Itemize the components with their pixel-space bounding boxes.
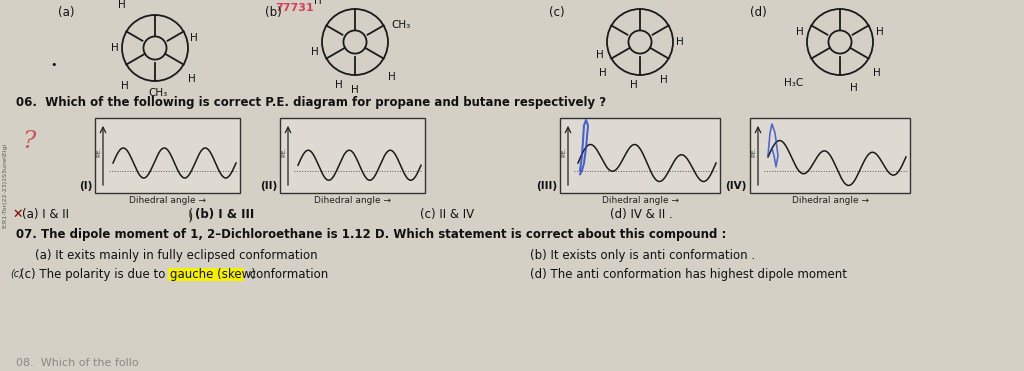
Text: ): )	[188, 209, 194, 223]
Text: (c): (c)	[10, 269, 23, 279]
Text: CH₃: CH₃	[391, 20, 411, 30]
Text: (c) The polarity is due to: (c) The polarity is due to	[20, 268, 169, 281]
Text: Dihedral angle →: Dihedral angle →	[129, 196, 206, 205]
Text: (IV): (IV)	[726, 181, 746, 191]
Text: H: H	[659, 75, 668, 85]
Text: H: H	[311, 47, 318, 57]
Text: (III): (III)	[536, 181, 557, 191]
Text: Dihedral angle →: Dihedral angle →	[314, 196, 391, 205]
Text: (d): (d)	[750, 6, 767, 19]
Text: P.E.: P.E.	[282, 147, 287, 157]
Text: H: H	[877, 27, 884, 37]
Bar	[560, 118, 720, 193]
Bar	[95, 118, 240, 193]
Text: H: H	[850, 83, 858, 93]
Text: H: H	[189, 33, 198, 43]
Bar	[168, 268, 244, 281]
Text: •: •	[50, 60, 56, 70]
Text: H: H	[351, 85, 358, 95]
Text: (II): (II)	[260, 181, 278, 191]
Text: H₃C: H₃C	[784, 78, 804, 88]
Text: (d) The anti conformation has highest dipole moment: (d) The anti conformation has highest di…	[530, 268, 847, 281]
Text: 07. The dipole moment of 1, 2–Dichloroethane is 1.12 D. Which statement is corre: 07. The dipole moment of 1, 2–Dichloroet…	[16, 228, 726, 241]
Text: (d) IV & II .: (d) IV & II .	[610, 208, 673, 221]
Text: gauche (skew): gauche (skew)	[170, 268, 256, 281]
Text: (I): (I)	[79, 181, 92, 191]
Text: H: H	[121, 81, 129, 91]
Text: (b) I & III: (b) I & III	[195, 208, 254, 221]
Text: Dihedral angle →: Dihedral angle →	[792, 196, 868, 205]
Text: (a) It exits mainly in fully eclipsed conformation: (a) It exits mainly in fully eclipsed co…	[35, 249, 317, 262]
Text: (: (	[188, 208, 194, 222]
Text: P.E.: P.E.	[561, 147, 566, 157]
Text: H: H	[599, 68, 607, 78]
Bar	[750, 118, 910, 193]
Text: H: H	[314, 0, 322, 6]
Text: H: H	[188, 75, 196, 84]
Text: E:R1-Tor(22-23)1S3une\Elgi: E:R1-Tor(22-23)1S3une\Elgi	[2, 142, 7, 228]
Text: (c): (c)	[549, 6, 564, 19]
Text: ?: ?	[22, 130, 36, 153]
Text: H: H	[118, 0, 126, 10]
Text: CH₃: CH₃	[631, 0, 649, 1]
Text: Dihedral angle →: Dihedral angle →	[601, 196, 679, 205]
Text: (b): (b)	[265, 6, 282, 19]
Text: 77731: 77731	[275, 3, 314, 13]
Text: 06.  Which of the following is correct P.E. diagram for propane and butane respe: 06. Which of the following is correct P.…	[16, 96, 606, 109]
Text: H: H	[596, 50, 604, 60]
Bar	[280, 118, 425, 193]
Text: H: H	[676, 37, 684, 47]
Text: H: H	[111, 43, 119, 53]
Text: (a): (a)	[58, 6, 75, 19]
Text: (b) It exists only is anti conformation .: (b) It exists only is anti conformation …	[530, 249, 755, 262]
Text: ✕: ✕	[12, 208, 23, 221]
Text: 08.  Which of the follo: 08. Which of the follo	[16, 358, 138, 368]
Text: conformation: conformation	[246, 268, 329, 281]
Text: (a) I & II: (a) I & II	[22, 208, 69, 221]
Text: H: H	[630, 80, 637, 90]
Text: P.E.: P.E.	[96, 147, 101, 157]
Text: H: H	[388, 72, 395, 82]
Text: P.E.: P.E.	[752, 147, 757, 157]
Text: H: H	[829, 0, 838, 1]
Text: H: H	[796, 27, 804, 37]
Text: CH₃: CH₃	[148, 88, 168, 98]
Text: H: H	[873, 68, 881, 78]
Text: (c) II & IV: (c) II & IV	[420, 208, 474, 221]
Text: H: H	[335, 80, 342, 90]
